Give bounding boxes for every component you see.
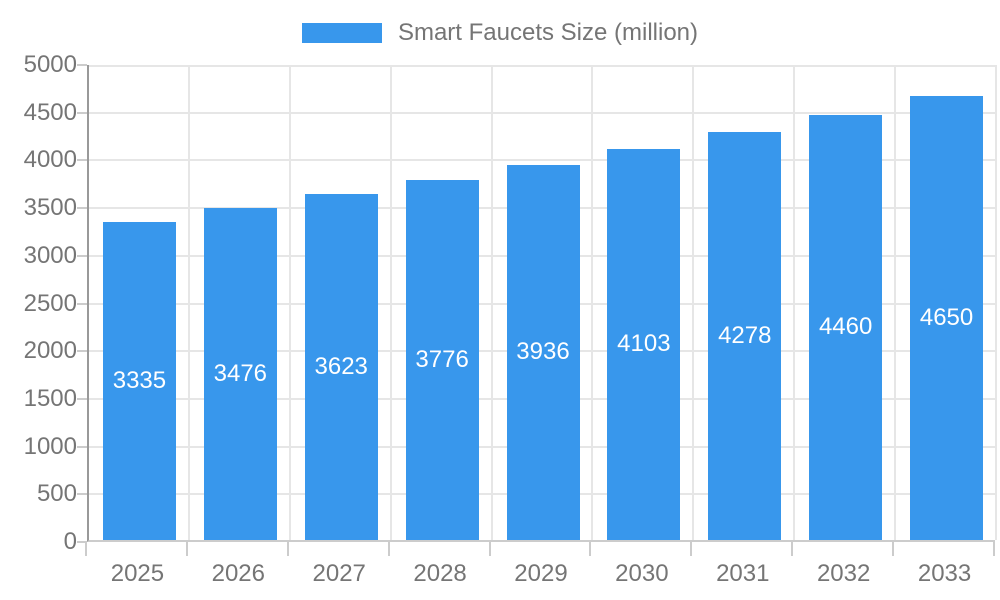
y-axis-tick: [77, 159, 87, 162]
x-gridline: [490, 65, 493, 540]
bar[interactable]: 4650: [910, 96, 984, 540]
bar-value-label: 3335: [112, 366, 167, 394]
bar[interactable]: 4460: [809, 114, 883, 540]
bar-value-label: 4460: [818, 313, 873, 341]
y-axis-tick: [77, 111, 87, 114]
x-axis-label: 2030: [615, 560, 669, 587]
y-axis-label: 0: [63, 528, 77, 555]
y-axis-label: 500: [36, 480, 77, 508]
y-axis-tick: [77, 445, 87, 448]
bar-value-label: 3476: [213, 360, 268, 388]
y-axis-label: 4500: [23, 98, 77, 126]
x-gridline: [692, 65, 695, 540]
bar[interactable]: 3335: [102, 221, 176, 540]
bar-value-label: 4278: [718, 321, 772, 349]
bar[interactable]: 3476: [203, 208, 277, 540]
y-axis-tick: [77, 350, 87, 353]
y-axis-label: 4000: [23, 146, 77, 174]
y-axis-label: 5000: [23, 51, 77, 78]
bar[interactable]: 3776: [405, 179, 479, 540]
x-gridline: [288, 65, 291, 540]
x-axis-tick: [690, 542, 693, 556]
x-axis-label: 2029: [514, 560, 568, 587]
legend-label: Smart Faucets Size (million): [397, 19, 699, 46]
bar-value-label: 3776: [415, 345, 469, 373]
legend[interactable]: Smart Faucets Size (million): [0, 19, 1000, 46]
bar-value-label: 3936: [516, 338, 570, 366]
y-axis-tick: [77, 541, 87, 543]
y-axis-tick: [77, 302, 87, 305]
y-axis-tick: [77, 207, 87, 210]
legend-swatch: [301, 23, 382, 43]
x-axis-label: 2026: [211, 560, 265, 587]
x-axis-label: 2027: [312, 560, 366, 587]
x-gridline: [187, 65, 190, 540]
bar-value-label: 4103: [617, 330, 671, 358]
bar[interactable]: 4278: [708, 131, 782, 540]
x-axis-tick: [993, 542, 995, 556]
plot-area: 3335 3476 3623 3776 3936 4103 4278 4460 4650: [87, 65, 997, 542]
x-gridline: [793, 65, 796, 540]
y-axis-label: 2000: [23, 337, 77, 365]
x-gridline: [389, 65, 392, 540]
x-gridline: [995, 65, 997, 540]
x-axis-tick: [892, 542, 895, 556]
x-axis-tick: [488, 542, 491, 556]
x-axis-label: 2031: [716, 560, 770, 587]
x-axis-tick: [185, 542, 188, 556]
bar-value-label: 4650: [919, 304, 974, 332]
bar-value-label: 3623: [314, 353, 368, 381]
x-axis-label: 2033: [917, 560, 972, 587]
bar[interactable]: 3936: [506, 164, 580, 540]
y-axis-tick: [77, 397, 87, 400]
y-axis-label: 1000: [23, 432, 77, 460]
y-axis-tick: [77, 64, 87, 66]
x-axis-label: 2032: [816, 560, 871, 587]
x-axis-tick: [286, 542, 289, 556]
y-gridline: [89, 159, 995, 162]
y-axis-tick: [77, 493, 87, 496]
x-gridline: [591, 65, 594, 540]
x-axis-tick: [387, 542, 390, 556]
y-gridline: [89, 111, 995, 114]
x-axis-label: 2028: [413, 560, 467, 587]
bar[interactable]: 3623: [304, 194, 378, 540]
y-axis-label: 3500: [23, 194, 77, 222]
y-axis-label: 2500: [23, 289, 77, 317]
x-axis-tick: [85, 542, 87, 556]
y-axis-label: 1500: [23, 384, 77, 412]
y-axis-label: 3000: [23, 241, 77, 269]
x-axis-tick: [791, 542, 794, 556]
bar[interactable]: 4103: [607, 148, 681, 540]
x-axis-label: 2025: [110, 560, 165, 587]
y-axis-tick: [77, 254, 87, 257]
y-gridline: [89, 65, 995, 67]
x-gridline: [894, 65, 897, 540]
x-axis-tick: [589, 542, 592, 556]
